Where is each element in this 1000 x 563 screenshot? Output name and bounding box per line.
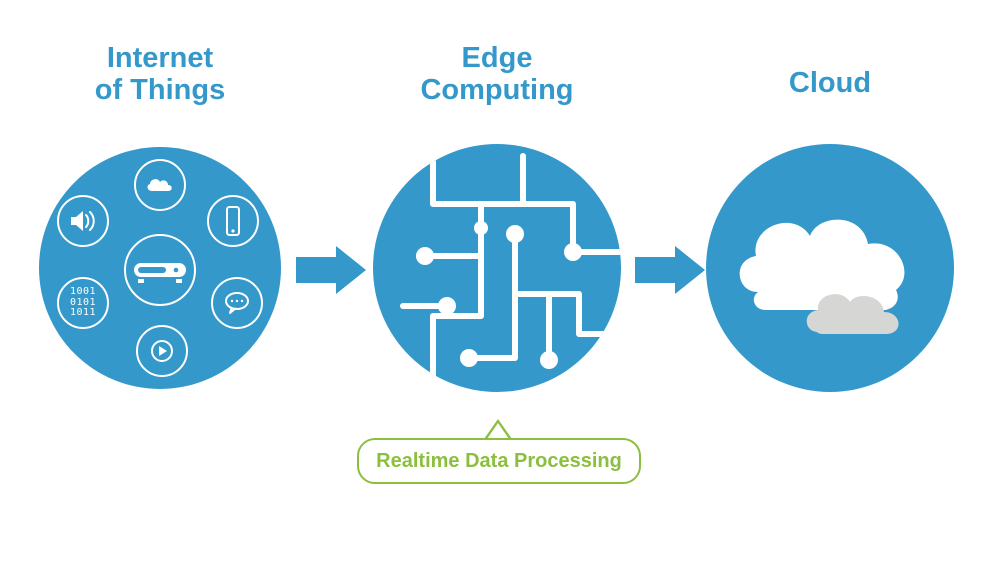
play-icon xyxy=(136,325,188,377)
binary-icon: 1001 0101 1011 xyxy=(57,277,109,329)
arrow-iot-to-edge xyxy=(296,246,366,294)
edge-circle xyxy=(373,144,621,392)
arrow-shaft xyxy=(296,257,336,283)
chat-icon xyxy=(211,277,263,329)
arrow-head-icon xyxy=(336,246,366,294)
cloud-title: Cloud xyxy=(730,68,930,100)
callout-pointer-icon xyxy=(484,419,512,439)
callout-realtime: Realtime Data Processing xyxy=(357,438,641,484)
iot-title: Internet of Things xyxy=(60,43,260,107)
diagram-stage: Internet of Things Edge Computing Cloud xyxy=(0,0,1000,563)
phone-icon xyxy=(207,195,259,247)
binary-text: 1001 0101 1011 xyxy=(70,287,96,319)
arrow-head-icon xyxy=(675,246,705,294)
cloud-icon xyxy=(134,159,186,211)
speaker-icon xyxy=(57,195,109,247)
arrow-edge-to-cloud xyxy=(635,246,705,294)
iot-circle: 1001 0101 1011 xyxy=(39,147,281,389)
clouds-icon xyxy=(706,144,954,392)
cloud-circle xyxy=(706,144,954,392)
circuit-icon xyxy=(373,144,621,392)
arrow-shaft xyxy=(635,257,675,283)
edge-title: Edge Computing xyxy=(397,43,597,107)
router-icon xyxy=(124,234,196,306)
